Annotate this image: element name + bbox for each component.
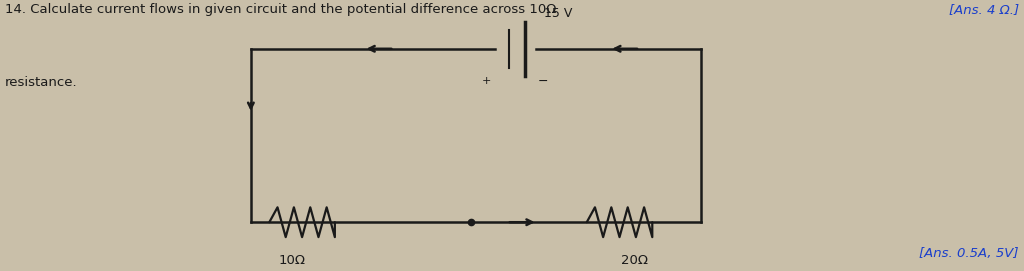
- Text: 15 V: 15 V: [544, 7, 572, 20]
- Text: [Ans. 0.5A, 5V]: [Ans. 0.5A, 5V]: [920, 247, 1019, 260]
- Text: [Ans. 4 Ω.]: [Ans. 4 Ω.]: [949, 3, 1019, 16]
- Text: resistance.: resistance.: [5, 76, 78, 89]
- Text: 14. Calculate current flows in given circuit and the potential difference across: 14. Calculate current flows in given cir…: [5, 3, 556, 16]
- Text: +: +: [481, 76, 492, 86]
- Text: 10Ω: 10Ω: [279, 254, 305, 267]
- Text: 20Ω: 20Ω: [622, 254, 648, 267]
- Text: −: −: [538, 75, 548, 88]
